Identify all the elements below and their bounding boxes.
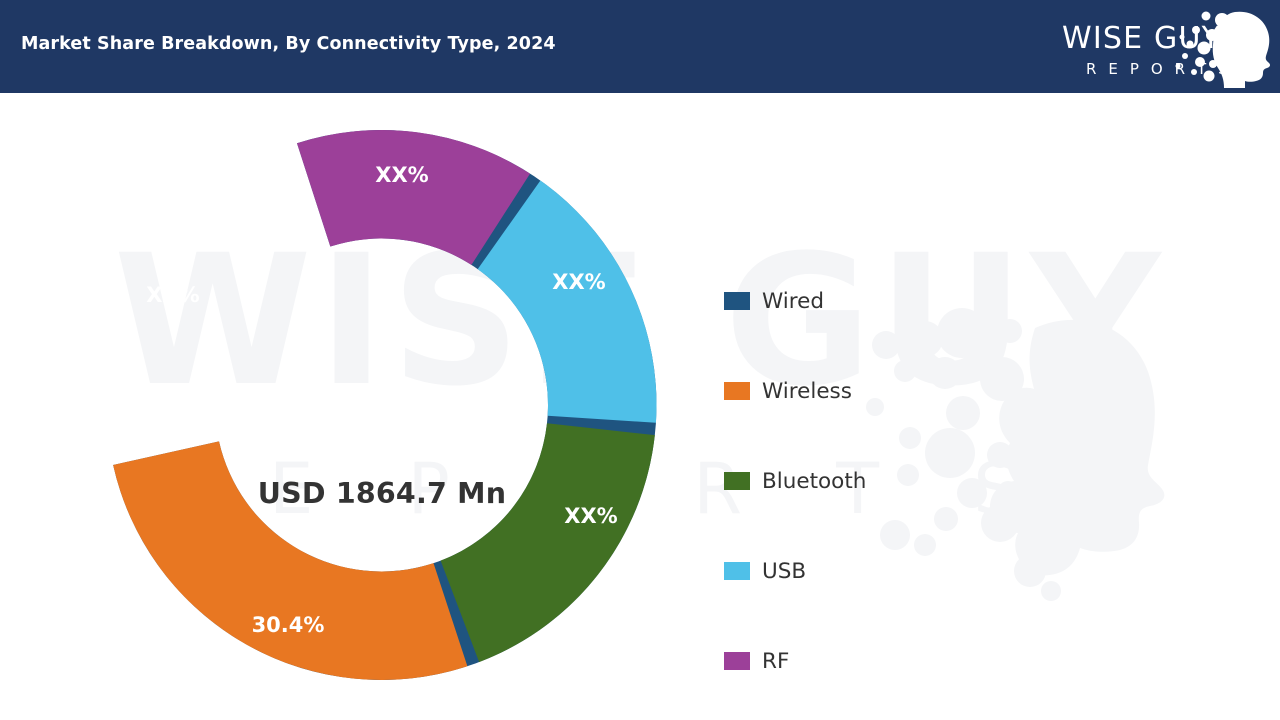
legend-label-bluetooth: Bluetooth: [762, 468, 867, 494]
slice-label-rf: XX%: [375, 163, 428, 187]
chart-area: WISE GUY R E P O R T S: [0, 93, 1280, 720]
legend-swatch-bluetooth: [724, 472, 750, 490]
slice-label-wired: XX%: [146, 283, 199, 307]
donut-center-value: USD 1864.7 Mn: [257, 477, 507, 510]
page-title: Market Share Breakdown, By Connectivity …: [21, 34, 556, 54]
donut-slice-rf[interactable]: [296, 130, 531, 265]
donut-chart: XX% 30.4% XX% XX% XX%: [113, 130, 657, 680]
slice-label-usb: XX%: [552, 270, 605, 294]
legend-label-usb: USB: [762, 558, 807, 584]
donut-slice-bluetooth[interactable]: [440, 423, 655, 663]
legend-label-wired: Wired: [762, 288, 825, 314]
legend-item-wireless[interactable]: Wireless: [724, 346, 1024, 436]
legend-swatch-wired: [724, 292, 750, 310]
legend-item-bluetooth[interactable]: Bluetooth: [724, 436, 1024, 526]
legend-swatch-wireless: [724, 382, 750, 400]
donut-slice-usb[interactable]: [477, 180, 657, 423]
legend-swatch-usb: [724, 562, 750, 580]
chart-legend: Wired Wireless Bluetooth USB RF: [724, 256, 1024, 706]
donut-slice-wireless[interactable]: [113, 441, 468, 680]
legend-item-rf[interactable]: RF: [724, 616, 1024, 706]
legend-item-wired[interactable]: Wired: [724, 256, 1024, 346]
slice-label-wireless: 30.4%: [252, 613, 325, 637]
page-header: Market Share Breakdown, By Connectivity …: [0, 0, 1280, 93]
legend-swatch-rf: [724, 652, 750, 670]
head-profile-icon: [1175, 11, 1271, 88]
legend-label-rf: RF: [762, 648, 790, 674]
slice-label-bluetooth: XX%: [564, 504, 617, 528]
legend-item-usb[interactable]: USB: [724, 526, 1024, 616]
wise-guy-reports-logo: WISE GUY R E P O R T S: [1054, 4, 1276, 90]
legend-label-wireless: Wireless: [762, 378, 852, 404]
